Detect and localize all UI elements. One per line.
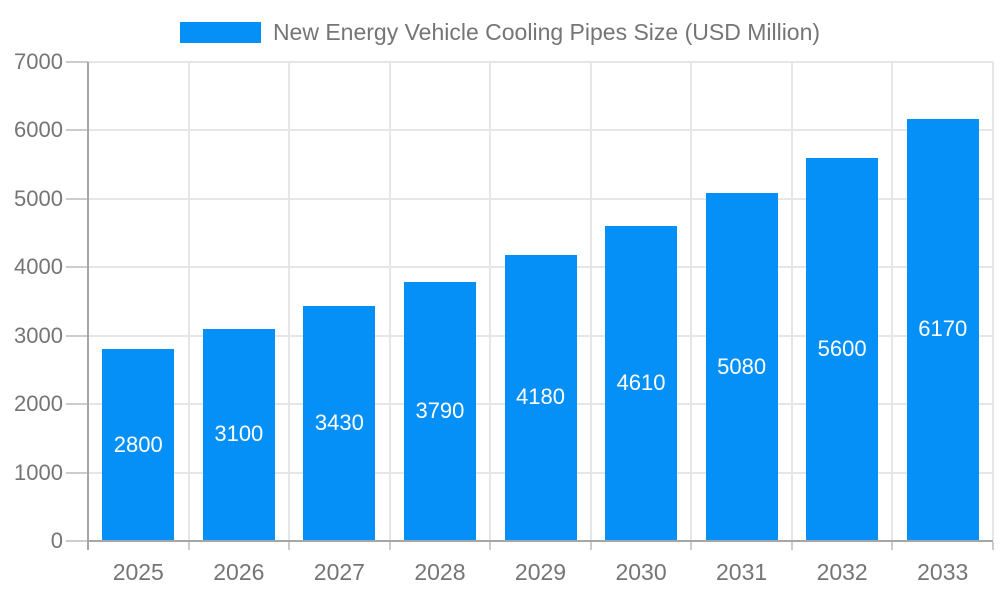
gridline-vertical [388, 62, 391, 541]
bar-2031[interactable]: 5080 [705, 193, 778, 540]
y-axis-label: 4000 [14, 254, 63, 280]
y-tick [66, 334, 88, 337]
gridline-vertical [790, 62, 793, 541]
y-tick [66, 540, 88, 542]
x-tick [992, 542, 994, 550]
gridline-vertical [489, 62, 492, 541]
bar-value-label: 4610 [616, 369, 666, 395]
x-tick [790, 542, 793, 550]
bar-value-label: 3790 [415, 397, 465, 423]
x-axis-label: 2027 [313, 559, 365, 585]
y-tick [66, 129, 88, 132]
gridline-horizontal [88, 61, 993, 63]
y-axis-label: 5000 [14, 185, 63, 211]
bar-2025[interactable]: 2800 [102, 349, 175, 540]
x-tick [589, 542, 592, 550]
x-tick [388, 542, 391, 550]
y-axis-label: 2000 [14, 391, 63, 417]
gridline-vertical [690, 62, 693, 541]
y-axis-label: 3000 [14, 322, 63, 348]
x-axis-label: 2025 [112, 559, 164, 585]
bar-2033[interactable]: 6170 [906, 118, 979, 540]
x-tick [690, 542, 693, 550]
y-axis-label: 0 [50, 528, 63, 553]
bar-value-label: 3430 [314, 410, 364, 436]
gridline-horizontal [88, 129, 993, 132]
y-axis-label: 1000 [14, 459, 63, 485]
y-tick [66, 266, 88, 269]
x-axis-label: 2031 [716, 559, 768, 585]
gridline-vertical [992, 62, 994, 541]
bar-value-label: 6170 [918, 316, 968, 342]
bar-value-label: 5600 [817, 335, 867, 361]
legend-item[interactable]: New Energy Vehicle Cooling Pipes Size (U… [0, 19, 1000, 45]
x-axis-label: 2026 [213, 559, 265, 585]
x-axis-label: 2030 [615, 559, 667, 585]
y-tick [66, 61, 88, 63]
bar-2029[interactable]: 4180 [504, 254, 577, 540]
bar-value-label: 3100 [214, 421, 264, 447]
x-axis-label: 2033 [917, 559, 969, 585]
x-tick [288, 542, 291, 550]
bar-2026[interactable]: 3100 [202, 328, 275, 540]
gridline-vertical [891, 62, 894, 541]
bar-2027[interactable]: 3430 [303, 306, 376, 540]
legend-swatch [179, 21, 261, 43]
x-tick [187, 542, 190, 550]
x-tick [489, 542, 492, 550]
y-axis-label: 7000 [14, 49, 63, 74]
bar-2028[interactable]: 3790 [403, 281, 476, 540]
y-tick [66, 403, 88, 406]
legend-label: New Energy Vehicle Cooling Pipes Size (U… [272, 19, 821, 45]
bar-value-label: 5080 [717, 353, 767, 379]
y-tick [66, 471, 88, 474]
x-axis-line [87, 540, 993, 542]
gridline-vertical [187, 62, 190, 541]
x-axis-label: 2032 [816, 559, 868, 585]
x-axis-label: 2028 [414, 559, 466, 585]
bar-value-label: 2800 [113, 431, 163, 457]
bar-2032[interactable]: 5600 [806, 157, 879, 540]
bar-2030[interactable]: 4610 [605, 225, 678, 540]
y-axis-label: 6000 [14, 117, 63, 143]
gridline-vertical [288, 62, 291, 541]
x-tick [891, 542, 894, 550]
x-axis-label: 2029 [514, 559, 567, 585]
bar-value-label: 4180 [516, 384, 565, 410]
y-axis-line [87, 62, 89, 550]
gridline-vertical [589, 62, 592, 541]
y-tick [66, 197, 88, 200]
gridline-horizontal [88, 197, 993, 200]
